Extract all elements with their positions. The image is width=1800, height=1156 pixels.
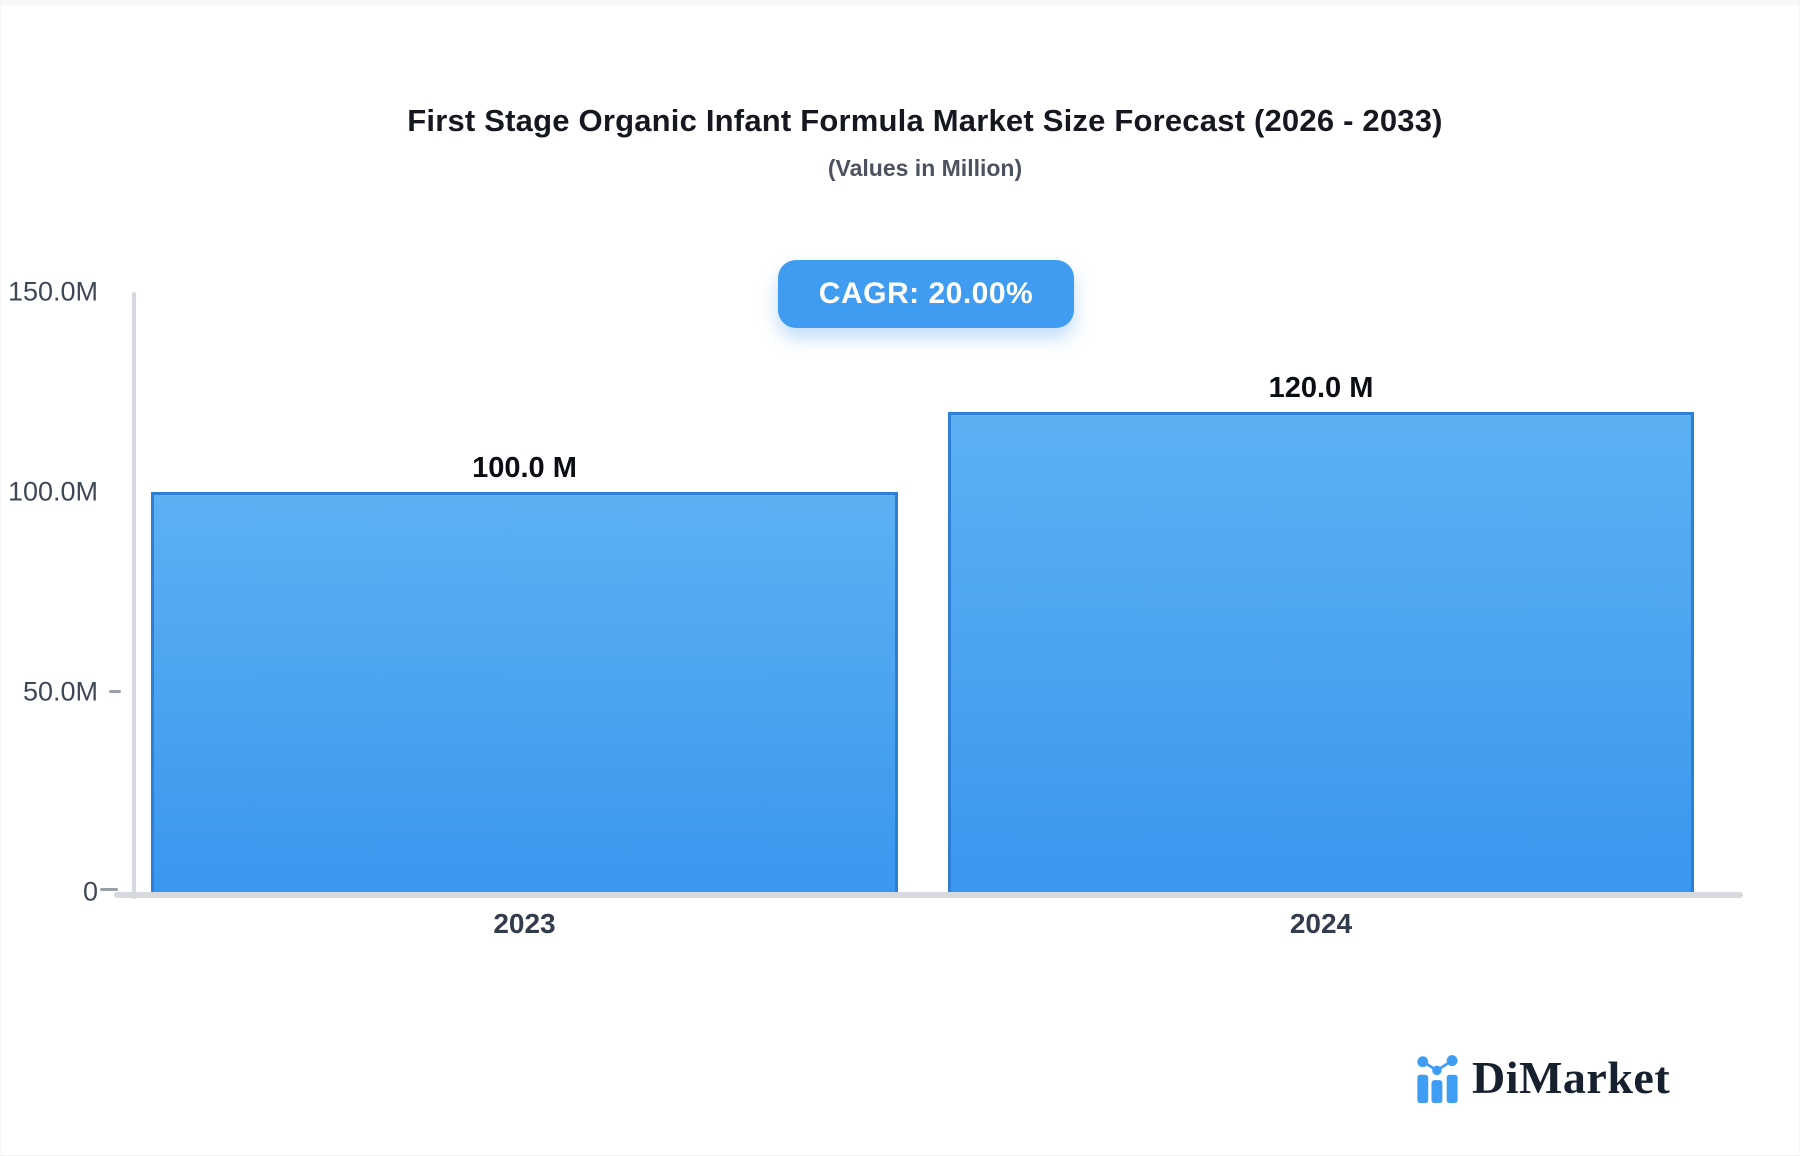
y-tick-label: 100.0M (7, 476, 98, 507)
y-tick-mark (109, 690, 121, 693)
bar-value-label: 120.0 M (1268, 372, 1374, 404)
bar-2023[interactable] (151, 492, 898, 892)
dimarket-logo: DiMarket (1414, 1047, 1670, 1103)
dimarket-logo-icon (1417, 1055, 1458, 1103)
x-axis-label-2024: 2024 (1289, 908, 1353, 939)
chart-subtitle: (Values in Million) (827, 155, 1023, 181)
y-axis-line (132, 292, 136, 899)
y-tick-mark (100, 888, 118, 891)
x-axis-line (114, 892, 1743, 898)
chart-title: First Stage Organic Infant Formula Marke… (407, 103, 1443, 138)
dimarket-logo-text: DiMarket (1472, 1052, 1671, 1103)
y-tick-label: 0 (82, 876, 98, 907)
y-tick-label: 150.0M (7, 276, 98, 307)
cagr-badge: CAGR: 20.00% (778, 260, 1074, 328)
y-tick-label: 50.0M (22, 676, 98, 707)
x-axis-label-2023: 2023 (493, 908, 556, 939)
bar-2024[interactable] (948, 412, 1694, 892)
bar-value-label: 100.0 M (472, 452, 577, 484)
